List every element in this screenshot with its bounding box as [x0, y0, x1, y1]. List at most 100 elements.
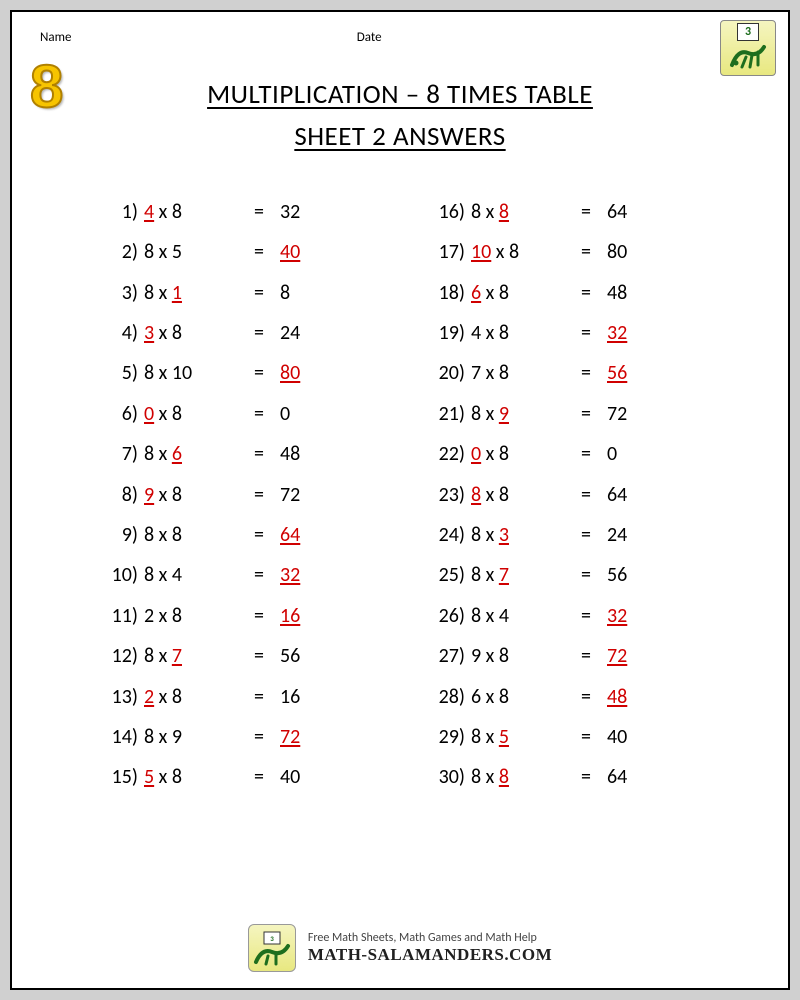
problem-result: 80: [607, 240, 657, 264]
name-label: Name: [40, 30, 357, 50]
equals-sign: =: [254, 725, 280, 749]
problem-row: 21)8 x 9=72: [425, 394, 718, 434]
problem-result: 72: [607, 644, 657, 668]
problem-result: 40: [280, 765, 330, 789]
equals-sign: =: [581, 765, 607, 789]
problem-expression: 8 x 1: [144, 281, 254, 305]
problem-row: 16)8 x 8=64: [425, 192, 718, 232]
equals-sign: =: [254, 200, 280, 224]
equals-sign: =: [254, 240, 280, 264]
title-block: MULTIPLICATION – 8 TIMES TABLE SHEET 2 A…: [40, 74, 760, 158]
problem-result: 64: [607, 483, 657, 507]
problem-row: 18)6 x 8=48: [425, 272, 718, 312]
problem-row: 3)8 x 1=8: [98, 272, 391, 312]
problem-result: 32: [280, 200, 330, 224]
svg-text:3: 3: [270, 934, 274, 943]
problem-row: 29)8 x 5=40: [425, 717, 718, 757]
problem-row: 11)2 x 8=16: [98, 596, 391, 636]
problem-result: 64: [607, 200, 657, 224]
problem-expression: 10 x 8: [471, 240, 581, 264]
problem-row: 14)8 x 9=72: [98, 717, 391, 757]
problem-number: 15): [98, 765, 144, 789]
equals-sign: =: [254, 321, 280, 345]
worksheet-page: Name Date 3 8 MULTIPLICATION – 8 TIMES T…: [10, 10, 790, 990]
equals-sign: =: [581, 442, 607, 466]
header-row: Name Date: [40, 30, 760, 50]
equals-sign: =: [581, 483, 607, 507]
salamander-icon: [728, 43, 768, 69]
problem-row: 12)8 x 7=56: [98, 636, 391, 676]
equals-sign: =: [254, 361, 280, 385]
equals-sign: =: [581, 604, 607, 628]
problem-expression: 8 x 4: [144, 563, 254, 587]
equals-sign: =: [581, 402, 607, 426]
equals-sign: =: [254, 685, 280, 709]
problem-result: 32: [280, 563, 330, 587]
problem-result: 0: [280, 402, 330, 426]
problem-expression: 9 x 8: [144, 483, 254, 507]
problem-number: 17): [425, 240, 471, 264]
problem-result: 56: [280, 644, 330, 668]
problem-row: 30)8 x 8=64: [425, 757, 718, 797]
problem-expression: 8 x 3: [471, 523, 581, 547]
problem-expression: 6 x 8: [471, 281, 581, 305]
problem-row: 27)9 x 8=72: [425, 636, 718, 676]
problem-number: 13): [98, 685, 144, 709]
problem-number: 18): [425, 281, 471, 305]
problem-result: 56: [607, 563, 657, 587]
problem-expression: 4 x 8: [471, 321, 581, 345]
problem-result: 56: [607, 361, 657, 385]
problem-expression: 8 x 8: [144, 523, 254, 547]
problem-expression: 2 x 8: [144, 604, 254, 628]
equals-sign: =: [581, 685, 607, 709]
equals-sign: =: [254, 563, 280, 587]
problem-number: 16): [425, 200, 471, 224]
corner-number-icon: 8: [30, 52, 63, 121]
equals-sign: =: [581, 725, 607, 749]
problem-result: 72: [280, 483, 330, 507]
problem-row: 20)7 x 8=56: [425, 353, 718, 393]
equals-sign: =: [254, 402, 280, 426]
grade-number: 3: [737, 23, 759, 41]
problem-result: 64: [280, 523, 330, 547]
problem-number: 30): [425, 765, 471, 789]
problems-col-right: 16)8 x 8=6417)10 x 8=8018)6 x 8=4819)4 x…: [425, 192, 718, 906]
salamander-icon: 3: [252, 930, 292, 966]
problem-row: 7)8 x 6=48: [98, 434, 391, 474]
problem-row: 4)3 x 8=24: [98, 313, 391, 353]
footer: 3 Free Math Sheets, Math Games and Math …: [40, 924, 760, 976]
equals-sign: =: [254, 523, 280, 547]
problem-number: 23): [425, 483, 471, 507]
problem-expression: 8 x 6: [144, 442, 254, 466]
problem-expression: 8 x 5: [471, 725, 581, 749]
problem-row: 15)5 x 8=40: [98, 757, 391, 797]
equals-sign: =: [581, 240, 607, 264]
problem-result: 24: [280, 321, 330, 345]
problem-number: 12): [98, 644, 144, 668]
problem-row: 24)8 x 3=24: [425, 515, 718, 555]
problem-expression: 8 x 9: [144, 725, 254, 749]
problem-expression: 3 x 8: [144, 321, 254, 345]
problem-number: 5): [98, 361, 144, 385]
problem-number: 6): [98, 402, 144, 426]
problem-number: 11): [98, 604, 144, 628]
problem-number: 2): [98, 240, 144, 264]
problem-number: 26): [425, 604, 471, 628]
problem-expression: 4 x 8: [144, 200, 254, 224]
problem-number: 4): [98, 321, 144, 345]
footer-tagline: Free Math Sheets, Math Games and Math He…: [308, 931, 552, 945]
problem-expression: 8 x 5: [144, 240, 254, 264]
problem-number: 1): [98, 200, 144, 224]
problem-number: 22): [425, 442, 471, 466]
problem-row: 28)6 x 8=48: [425, 676, 718, 716]
problem-expression: 8 x 8: [471, 483, 581, 507]
problem-number: 9): [98, 523, 144, 547]
problem-result: 80: [280, 361, 330, 385]
title-line2: SHEET 2 ANSWERS: [294, 116, 505, 158]
date-label: Date: [357, 30, 760, 50]
problem-row: 13)2 x 8=16: [98, 676, 391, 716]
problem-expression: 5 x 8: [144, 765, 254, 789]
problem-result: 16: [280, 685, 330, 709]
problem-number: 24): [425, 523, 471, 547]
problem-result: 24: [607, 523, 657, 547]
